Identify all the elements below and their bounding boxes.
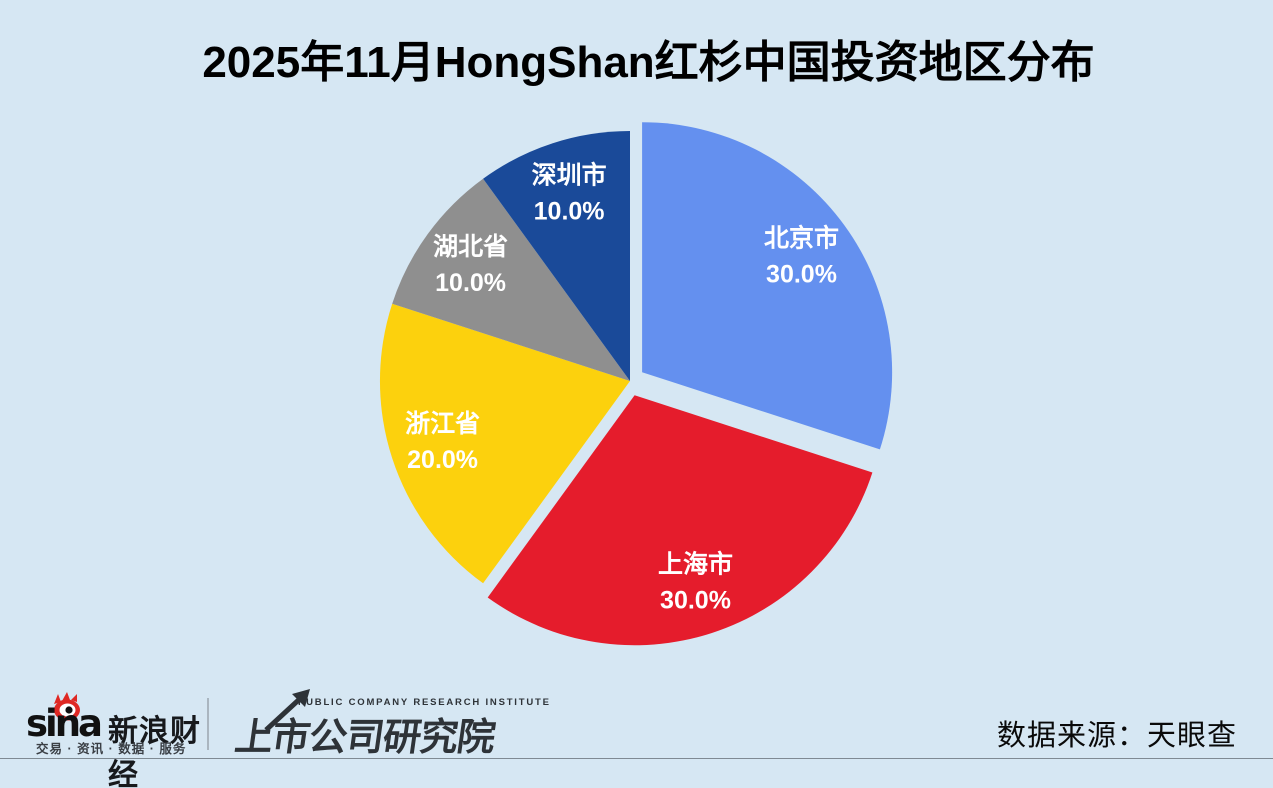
- pie-slice-percent-深圳市: 10.0%: [534, 198, 605, 226]
- sina-finance-logo: sina 新浪财经 交易 · 资讯 · 数据 · 服务: [26, 692, 206, 788]
- pie-slice-浙江省: [379, 303, 630, 584]
- pie-slice-name-上海市: 上海市: [658, 550, 733, 579]
- footer-vertical-divider: [207, 698, 209, 750]
- chart-title: 2025年11月HongShan红杉中国投资地区分布: [202, 38, 1095, 87]
- pie-slice-深圳市: [483, 131, 630, 381]
- pie-slice-湖北省: [392, 178, 630, 381]
- sina-slogan: 交易 · 资讯 · 数据 · 服务: [36, 742, 187, 756]
- pie-slice-name-北京市: 北京市: [764, 223, 839, 252]
- pie-slice-percent-浙江省: 20.0%: [407, 446, 478, 474]
- research-institute-logo: PUBLIC COMPANY RESEARCH INSTITUTE 上市公司研究…: [224, 689, 549, 759]
- trend-arrow-icon: [264, 689, 310, 732]
- sina-finance-name: 新浪财经: [108, 715, 201, 788]
- pie-slice-name-湖北省: 湖北省: [433, 233, 508, 261]
- sina-eye-icon: [54, 692, 80, 721]
- data-source-note: 数据来源：天眼查: [996, 720, 1237, 752]
- pie-chart: 北京市 30.0% 上海市 30.0% 浙江省 20.0% 湖北省 10.0% 深圳市 10.0%: [379, 122, 893, 646]
- footer-divider-line: [0, 758, 1273, 759]
- pie-slice-percent-上海市: 30.0%: [660, 587, 731, 615]
- institute-name: 上市公司研究院: [232, 717, 498, 759]
- pie-slice-percent-北京市: 30.0%: [766, 260, 837, 288]
- pie-slice-北京市: [642, 122, 893, 450]
- pie-slice-上海市: [487, 395, 873, 646]
- institute-caption: PUBLIC COMPANY RESEARCH INSTITUTE: [298, 697, 551, 708]
- pie-slice-name-深圳市: 深圳市: [532, 161, 607, 190]
- pie-slice-percent-湖北省: 10.0%: [435, 269, 506, 297]
- pie-slice-name-浙江省: 浙江省: [405, 410, 480, 438]
- sina-wordmark: sina: [26, 702, 103, 745]
